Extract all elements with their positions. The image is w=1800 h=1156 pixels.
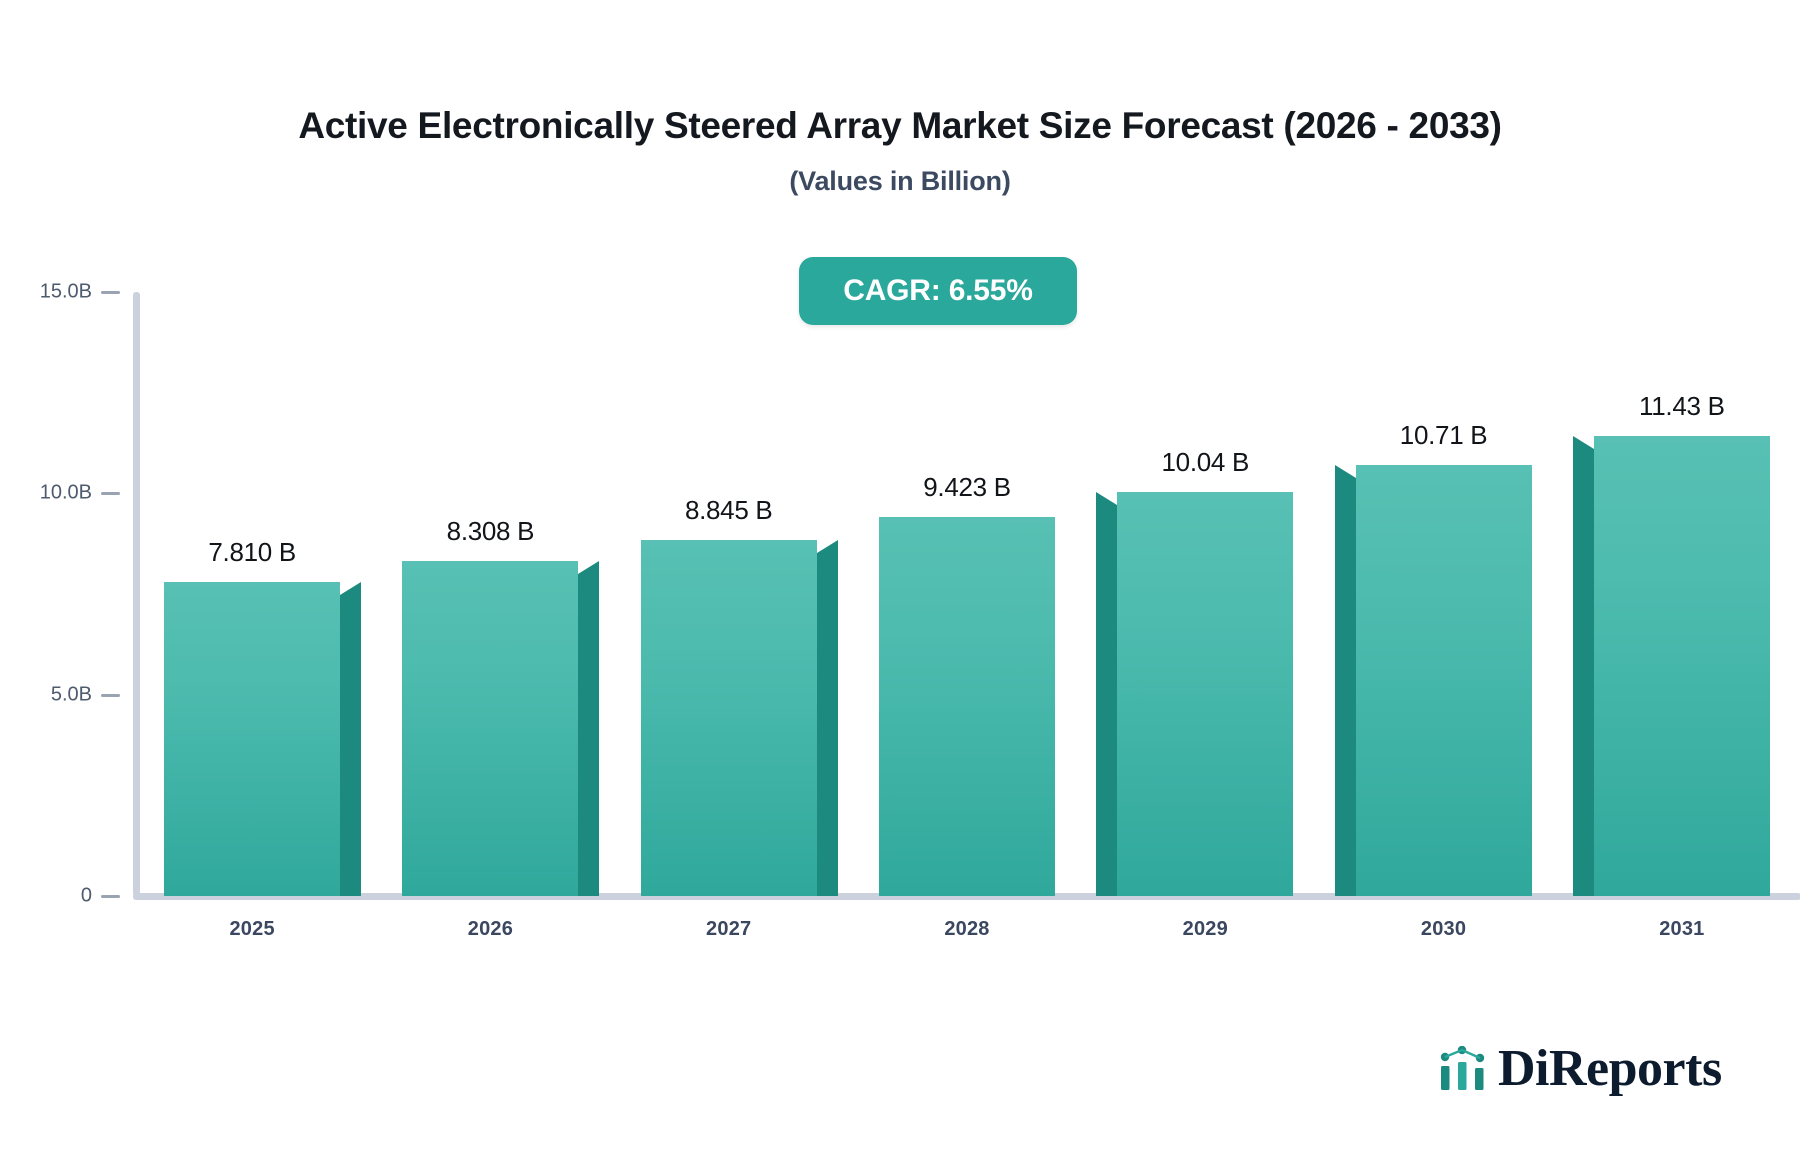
- bar[interactable]: [640, 539, 838, 896]
- bar-side-face: [1334, 464, 1356, 896]
- bar-value-label: 9.423 B: [923, 471, 1011, 502]
- bar-front-face: [1593, 435, 1770, 896]
- cagr-badge-label: CAGR: 6.55%: [843, 274, 1033, 307]
- bar-column[interactable]: 8.308 B: [402, 292, 600, 896]
- bar-front-face: [640, 539, 817, 896]
- bar-column[interactable]: 10.71 B: [1334, 292, 1532, 896]
- y-axis-tick-mark: [101, 693, 120, 697]
- bar-front-face: [1355, 464, 1532, 896]
- bar-side-face: [816, 539, 838, 896]
- chart-header: Active Electronically Steered Array Mark…: [0, 104, 1800, 197]
- y-axis-tick-label: 10.0B: [39, 481, 92, 504]
- y-axis-tick-label: 0: [80, 884, 92, 907]
- bar-chart-trend-icon: [1440, 1046, 1485, 1090]
- y-axis-tick-mark: [101, 291, 120, 294]
- bar-value-label: 8.845 B: [684, 494, 773, 525]
- bar-column[interactable]: 9.423 B: [879, 292, 1055, 896]
- x-axis-label: 2031: [1659, 918, 1705, 940]
- chart-subtitle: (Values in Billion): [789, 166, 1011, 197]
- bar-side-face: [340, 581, 362, 896]
- bar-column[interactable]: 11.43 B: [1572, 292, 1770, 896]
- bar-value-label: 8.308 B: [446, 516, 535, 547]
- bar[interactable]: [1096, 491, 1294, 896]
- bar-value-label: 7.810 B: [208, 536, 296, 567]
- bar-column[interactable]: 10.04 B: [1096, 292, 1294, 896]
- bar-front-face: [164, 581, 341, 896]
- y-axis-tick-label: 15.0B: [39, 280, 92, 303]
- bar-column[interactable]: 8.845 B: [640, 292, 838, 896]
- cagr-badge: CAGR: 6.55%: [799, 257, 1077, 325]
- bar-front-face: [402, 561, 579, 896]
- x-axis-label: 2026: [467, 918, 514, 940]
- bar-value-label: 11.43 B: [1639, 390, 1725, 421]
- bar[interactable]: [1334, 464, 1532, 896]
- bar-value-label: 10.71 B: [1399, 419, 1488, 450]
- bar-side-face: [578, 561, 600, 896]
- bar-side-face: [1096, 491, 1118, 896]
- bar-side-face: [1572, 435, 1594, 896]
- direports-logo: DiReports: [1438, 1043, 1722, 1095]
- bar-series: 7.810 B 8.308 B 8.845 B 9.423 B 10.04 B 10.71…: [133, 292, 1800, 896]
- x-axis-label: 2025: [229, 918, 275, 940]
- x-axis-line: [133, 893, 1800, 900]
- x-axis-label: 2030: [1420, 918, 1467, 940]
- y-axis-tick-label: 5.0B: [50, 683, 92, 706]
- x-axis-label: 2029: [1182, 918, 1228, 940]
- x-axis-label: 2027: [706, 918, 752, 940]
- logo-text: DiReports: [1498, 1040, 1722, 1097]
- bar[interactable]: [164, 581, 362, 896]
- chart-title: Active Electronically Steered Array Mark…: [298, 105, 1502, 146]
- bar[interactable]: [402, 561, 600, 896]
- x-axis-label: 2028: [944, 918, 990, 940]
- y-axis-line: [133, 292, 140, 896]
- bar-front-face: [1117, 491, 1294, 896]
- bar[interactable]: [1572, 435, 1770, 896]
- y-axis-tick-mark: [101, 492, 120, 496]
- bar-front-face: [879, 516, 1055, 896]
- bar-value-label: 10.04 B: [1161, 446, 1250, 477]
- y-axis-tick-mark: [101, 895, 120, 898]
- bar-column[interactable]: 7.810 B: [164, 292, 362, 896]
- bar[interactable]: [879, 516, 1055, 896]
